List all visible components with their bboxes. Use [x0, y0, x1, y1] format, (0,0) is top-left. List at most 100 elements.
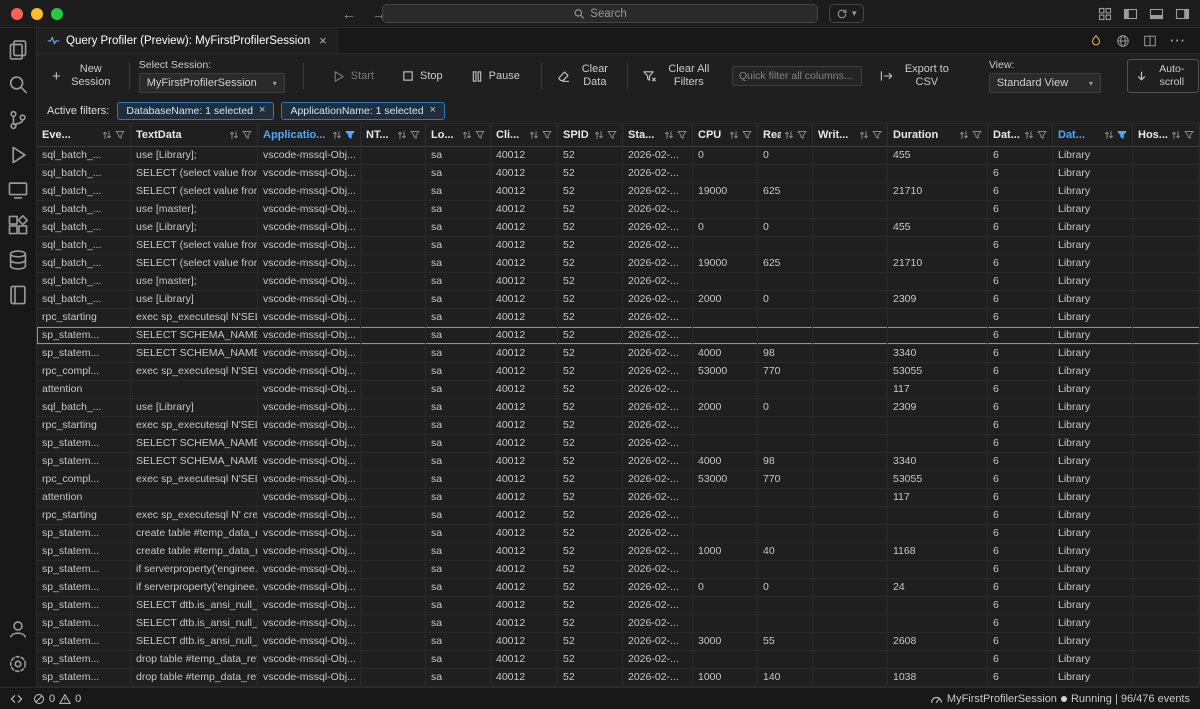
- toggle-panel-bottom-icon[interactable]: [1149, 7, 1164, 21]
- maximize-window-button[interactable]: [51, 7, 63, 20]
- table-row[interactable]: sql_batch_...SELECT (select value from .…: [37, 183, 1200, 201]
- filter-icon[interactable]: [972, 130, 982, 140]
- more-actions-icon[interactable]: ···: [1170, 33, 1186, 48]
- table-row[interactable]: rpc_compl... exec sp_executesql N'SEL... v…: [37, 363, 1200, 381]
- clear-all-filters-button[interactable]: Clear All Filters: [637, 61, 720, 91]
- filter-icon[interactable]: [115, 130, 125, 140]
- auto-scroll-button[interactable]: Auto-scroll: [1126, 59, 1199, 93]
- table-row[interactable]: sp_statem... drop table #temp_data_ret...…: [37, 651, 1200, 669]
- command-center-search[interactable]: Search: [382, 4, 818, 23]
- table-row[interactable]: sp_statem...SELECT dtb.is_ansi_null_d...…: [37, 597, 1200, 615]
- table-row[interactable]: sql_batch_...SELECT (select value from .…: [37, 237, 1200, 255]
- column-header-clientprocessid[interactable]: Cli...: [491, 124, 558, 146]
- pause-button[interactable]: Pause: [466, 68, 525, 85]
- filter-chip[interactable]: ApplicationName: 1 selected ×: [281, 101, 445, 120]
- table-row[interactable]: sql_batch_... use [Library] vscode-mssql-O…: [37, 399, 1200, 417]
- globe-icon[interactable]: [1116, 34, 1130, 48]
- table-row[interactable]: sql_batch_...SELECT (select value from .…: [37, 165, 1200, 183]
- column-header-reads[interactable]: Rea...: [758, 124, 813, 146]
- table-row[interactable]: sp_statem...SELECT SCHEMA_NAME(t...vscod…: [37, 453, 1200, 471]
- stop-button[interactable]: Stop: [397, 68, 448, 84]
- table-row[interactable]: sql_batch_... use [master]; vscode-mssql-O…: [37, 273, 1200, 291]
- source-control-icon[interactable]: [0, 102, 36, 137]
- filter-icon[interactable]: [410, 130, 420, 140]
- back-arrow-icon[interactable]: ←: [342, 5, 356, 22]
- table-row[interactable]: rpc_starting exec sp_executesql N'SEL... v…: [37, 417, 1200, 435]
- table-row[interactable]: sp_statem... drop table #temp_data_ret...…: [37, 669, 1200, 687]
- filter-icon[interactable]: [345, 130, 355, 140]
- table-row[interactable]: sp_statem...SELECT dtb.is_ansi_null_d...…: [37, 615, 1200, 633]
- table-row[interactable]: sp_statem... if serverproperty('enginee..…: [37, 561, 1200, 579]
- clear-data-button[interactable]: Clear Data: [551, 61, 618, 91]
- column-header-duration[interactable]: Duration: [888, 124, 988, 146]
- session-reload-control[interactable]: ▾: [829, 4, 864, 23]
- table-row[interactable]: sp_statem...SELECT SCHEMA_NAME(t...vscod…: [37, 345, 1200, 363]
- new-session-button[interactable]: + New Session: [47, 61, 120, 91]
- filter-icon[interactable]: [1117, 130, 1127, 140]
- column-header-starttime[interactable]: Sta...: [623, 124, 693, 146]
- filter-chip[interactable]: DatabaseName: 1 selected ×: [117, 101, 275, 120]
- remote-explorer-icon[interactable]: [0, 172, 36, 207]
- filter-icon[interactable]: [797, 130, 807, 140]
- view-select[interactable]: Standard View ▾: [988, 73, 1101, 93]
- column-header-writes[interactable]: Writ...: [813, 124, 888, 146]
- search-icon[interactable]: [0, 67, 36, 102]
- table-row[interactable]: sp_statem...SELECT SCHEMA_NAME(t...vscod…: [37, 435, 1200, 453]
- table-row[interactable]: sql_batch_...SELECT (select value from .…: [37, 255, 1200, 273]
- session-select[interactable]: MyFirstProfilerSession ▾: [138, 73, 285, 93]
- table-row[interactable]: rpc_compl... exec sp_executesql N'SEL... v…: [37, 471, 1200, 489]
- filter-icon[interactable]: [475, 130, 485, 140]
- column-header-spid[interactable]: SPID: [558, 124, 623, 146]
- account-icon[interactable]: [0, 611, 36, 646]
- extensions-icon[interactable]: [0, 207, 36, 242]
- filter-icon[interactable]: [1184, 130, 1194, 140]
- tab-close-icon[interactable]: ×: [319, 33, 327, 48]
- run-debug-icon[interactable]: [0, 137, 36, 172]
- chip-close-icon[interactable]: ×: [429, 104, 436, 116]
- table-row[interactable]: sql_batch_... use [Library] vscode-mssql-O…: [37, 291, 1200, 309]
- explorer-icon[interactable]: [0, 32, 36, 67]
- column-header-ntusername[interactable]: NT...: [361, 124, 426, 146]
- toggle-panel-left-icon[interactable]: [1123, 7, 1138, 21]
- table-row[interactable]: sp_statem... create table #temp_data_r...…: [37, 543, 1200, 561]
- filter-icon[interactable]: [872, 130, 882, 140]
- remote-indicator[interactable]: [10, 693, 23, 705]
- column-header-cpu[interactable]: CPU: [693, 124, 758, 146]
- table-row[interactable]: attention vscode-mssql-Obj... sa 40012 52 202…: [37, 381, 1200, 399]
- database-icon[interactable]: [0, 242, 36, 277]
- filter-icon[interactable]: [607, 130, 617, 140]
- filter-icon[interactable]: [677, 130, 687, 140]
- table-row[interactable]: sp_statem... if serverproperty('enginee..…: [37, 579, 1200, 597]
- column-header-eventclass[interactable]: Eve...: [37, 124, 131, 146]
- start-button[interactable]: Start: [327, 68, 379, 85]
- chip-close-icon[interactable]: ×: [259, 104, 266, 116]
- problems-indicator[interactable]: 0 0: [33, 693, 81, 705]
- column-header-textdata[interactable]: TextData: [131, 124, 258, 146]
- column-header-databaseid[interactable]: Dat...: [988, 124, 1053, 146]
- table-row[interactable]: sp_statem...SELECT SCHEMA_NAME(t...vscod…: [37, 327, 1200, 345]
- flame-icon[interactable]: [1089, 34, 1103, 48]
- filter-icon[interactable]: [1037, 130, 1047, 140]
- settings-icon[interactable]: [0, 646, 36, 681]
- table-row[interactable]: attention vscode-mssql-Obj... sa 40012 52 202…: [37, 489, 1200, 507]
- column-header-applicationname[interactable]: Applicatio...: [258, 124, 361, 146]
- table-row[interactable]: rpc_starting exec sp_executesql N'SEL... v…: [37, 309, 1200, 327]
- split-editor-icon[interactable]: [1143, 34, 1157, 48]
- filter-icon[interactable]: [742, 130, 752, 140]
- table-row[interactable]: sp_statem... create table #temp_data_r...…: [37, 525, 1200, 543]
- filter-icon[interactable]: [542, 130, 552, 140]
- table-row[interactable]: sp_statem...SELECT dtb.is_ansi_null_d...…: [37, 633, 1200, 651]
- table-row[interactable]: sql_batch_... use [Library]; vscode-mssql-…: [37, 219, 1200, 237]
- profiler-session-status[interactable]: MyFirstProfilerSession Running | 96/476 …: [930, 693, 1190, 705]
- quick-filter-input[interactable]: [731, 66, 862, 86]
- layout-grid-icon[interactable]: [1098, 7, 1112, 21]
- table-row[interactable]: sql_batch_... use [Library]; vscode-mssql-…: [37, 147, 1200, 165]
- table-row[interactable]: sql_batch_... use [master]; vscode-mssql-O…: [37, 201, 1200, 219]
- export-csv-button[interactable]: Export to CSV: [874, 61, 959, 91]
- column-header-hostname[interactable]: Hos...: [1133, 124, 1200, 146]
- toggle-panel-right-icon[interactable]: [1175, 7, 1190, 21]
- close-window-button[interactable]: [11, 7, 23, 20]
- tab-query-profiler[interactable]: Query Profiler (Preview): MyFirstProfile…: [37, 28, 338, 53]
- filter-icon[interactable]: [242, 130, 252, 140]
